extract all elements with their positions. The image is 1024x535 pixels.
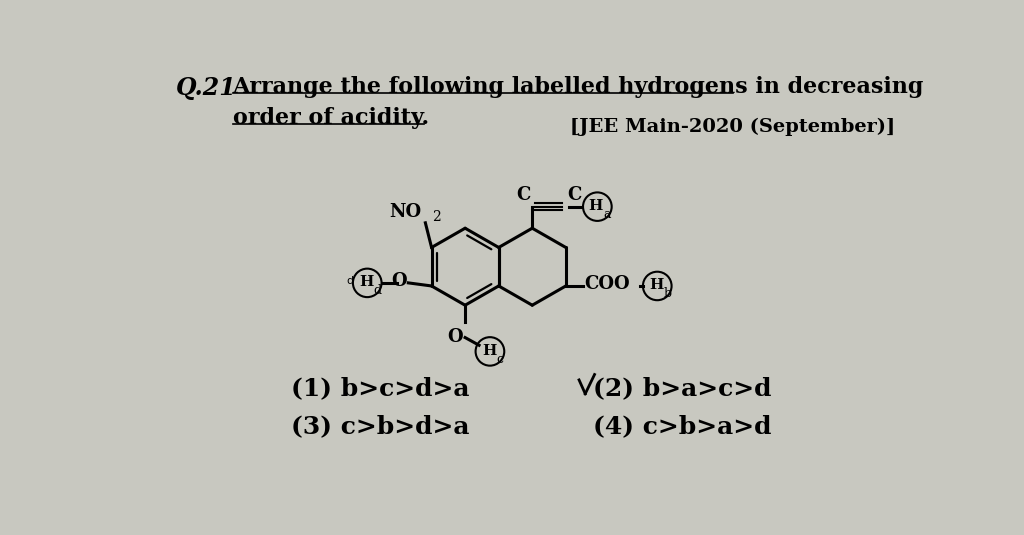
Text: (1) b>c>d>a: (1) b>c>d>a (291, 376, 469, 400)
Text: H: H (649, 278, 664, 292)
Text: C: C (567, 186, 582, 204)
Text: a: a (604, 208, 611, 221)
Text: order of acidity.: order of acidity. (232, 106, 429, 128)
Text: (2) b>a>c>d: (2) b>a>c>d (593, 376, 771, 400)
Text: H: H (589, 199, 603, 213)
Text: (3) c>b>d>a: (3) c>b>d>a (291, 415, 469, 439)
Text: O: O (447, 328, 463, 346)
Text: O: O (391, 272, 407, 291)
Text: Q.21: Q.21 (176, 76, 237, 100)
Text: H: H (359, 275, 374, 289)
Text: (4) c>b>a>d: (4) c>b>a>d (593, 415, 771, 439)
Text: H: H (482, 343, 497, 357)
Text: COO: COO (585, 276, 630, 293)
Text: Arrange the following labelled hydrogens in decreasing: Arrange the following labelled hydrogens… (232, 76, 924, 98)
Text: d: d (347, 276, 353, 286)
Text: [JEE Main-2020 (September)]: [JEE Main-2020 (September)] (570, 118, 895, 136)
Text: c: c (497, 353, 504, 365)
Text: 2: 2 (431, 210, 440, 224)
Text: NO: NO (389, 203, 422, 220)
Text: b: b (664, 287, 672, 300)
Text: d: d (374, 284, 381, 297)
Text: C: C (516, 186, 530, 204)
